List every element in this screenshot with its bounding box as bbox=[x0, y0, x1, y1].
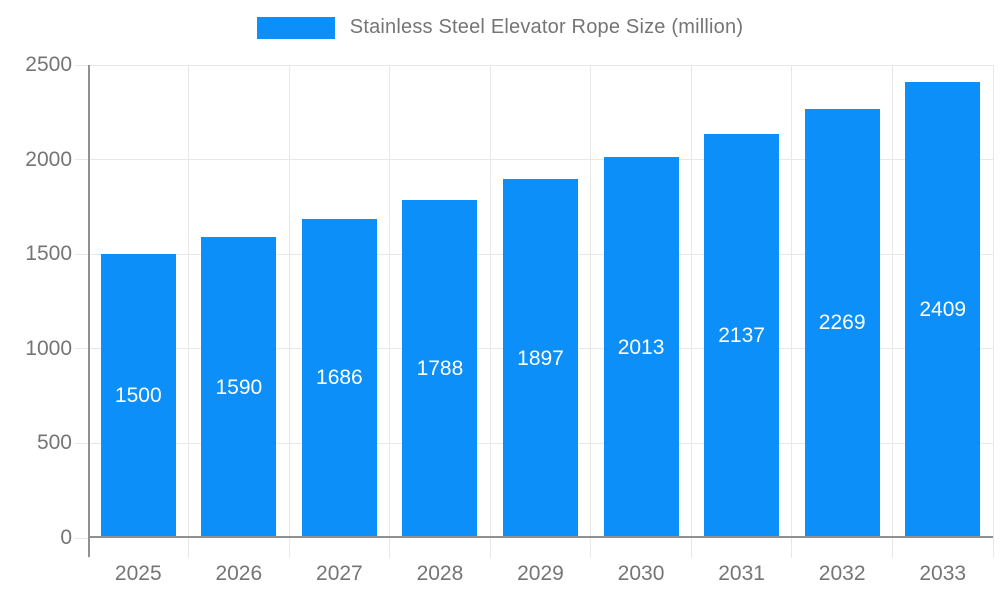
gridline-vertical bbox=[791, 65, 793, 558]
chart-legend: Stainless Steel Elevator Rope Size (mill… bbox=[0, 16, 1000, 39]
gridline-vertical bbox=[288, 65, 290, 558]
bar-value-label: 1686 bbox=[316, 366, 363, 390]
bar-value-label: 1500 bbox=[114, 384, 162, 408]
y-tick-label: 2500 bbox=[25, 53, 72, 76]
y-tick-label: 1000 bbox=[25, 336, 72, 360]
bar-value-label: 1788 bbox=[416, 356, 464, 380]
gridline-vertical bbox=[891, 65, 893, 558]
x-tick-label: 2030 bbox=[617, 562, 665, 585]
legend-swatch bbox=[256, 16, 335, 39]
bar-value-label: 2137 bbox=[718, 323, 765, 347]
plot-area: 1500 1590 1686 1788 1897 2013 2137 2269 2409 202… bbox=[75, 64, 994, 585]
bar: 1686 bbox=[301, 219, 377, 538]
bar: 2013 bbox=[603, 157, 679, 538]
bar: 2269 bbox=[804, 108, 880, 538]
legend-label: Stainless Steel Elevator Rope Size (mill… bbox=[349, 16, 744, 38]
bar-value-label: 2409 bbox=[919, 298, 967, 322]
x-tick-label: 2027 bbox=[316, 562, 363, 585]
y-tick-label: 1500 bbox=[25, 242, 72, 266]
gridline-horizontal bbox=[75, 159, 993, 161]
gridline-vertical bbox=[489, 65, 491, 558]
y-tick-label: 0 bbox=[60, 526, 72, 549]
y-axis-line bbox=[88, 65, 90, 557]
gridline-horizontal bbox=[75, 537, 88, 539]
x-axis-line bbox=[88, 536, 993, 538]
y-tick-label: 2000 bbox=[25, 147, 72, 171]
bar: 2409 bbox=[905, 82, 981, 538]
bar: 1788 bbox=[402, 199, 478, 538]
bar: 1500 bbox=[100, 254, 176, 538]
gridline-vertical bbox=[188, 65, 190, 558]
bar: 1590 bbox=[201, 237, 277, 538]
x-tick-label: 2031 bbox=[718, 562, 765, 585]
gridline-vertical bbox=[992, 65, 994, 558]
bar: 2137 bbox=[704, 133, 780, 538]
x-tick-label: 2026 bbox=[215, 562, 263, 585]
x-tick-label: 2028 bbox=[416, 562, 464, 585]
x-tick-label: 2032 bbox=[818, 562, 866, 585]
bar-value-label: 2269 bbox=[818, 311, 866, 335]
gridline-vertical bbox=[690, 65, 692, 558]
bar: 1897 bbox=[503, 179, 578, 538]
bar-value-label: 1590 bbox=[215, 375, 263, 399]
gridline-vertical bbox=[389, 65, 391, 558]
x-tick-label: 2029 bbox=[517, 562, 564, 585]
bar-value-label: 1897 bbox=[517, 346, 564, 370]
x-tick-label: 2033 bbox=[919, 562, 967, 585]
bar-value-label: 2013 bbox=[617, 335, 665, 359]
x-tick-label: 2025 bbox=[114, 562, 162, 585]
gridline-vertical bbox=[590, 65, 592, 558]
y-tick-label: 500 bbox=[36, 431, 72, 455]
gridline-horizontal bbox=[75, 64, 993, 66]
